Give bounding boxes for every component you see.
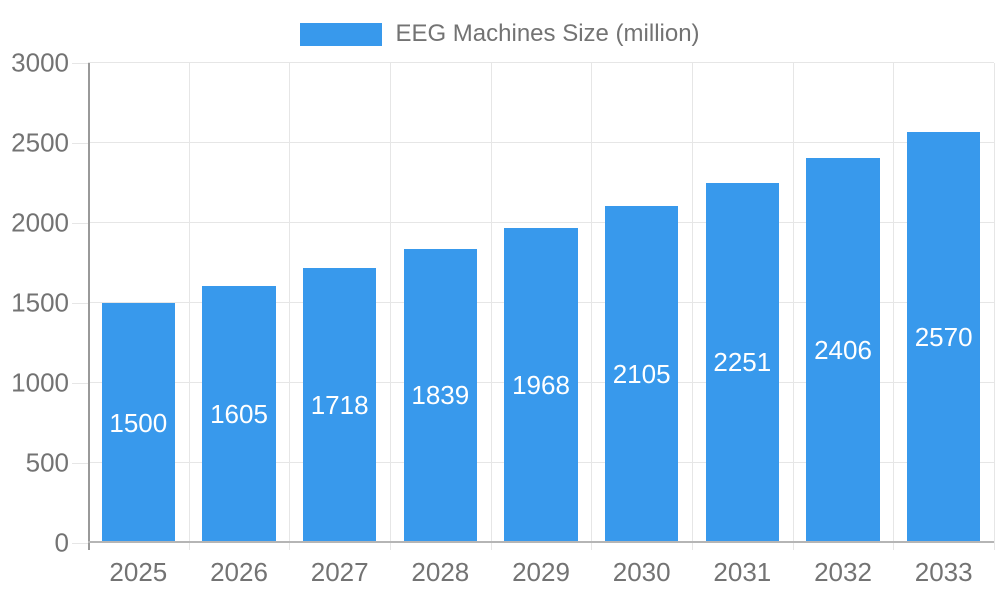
bar: 1839: [403, 248, 477, 543]
x-tick-label: 2032: [814, 557, 872, 587]
y-tick-label: 0: [54, 527, 69, 558]
bar: 2406: [806, 158, 880, 543]
gridline-h: [88, 62, 994, 63]
bar-value-label: 1839: [411, 380, 470, 411]
x-tick-label: 2028: [411, 557, 470, 587]
y-tick-mark: [72, 463, 88, 464]
plot-area: 0 500 1000 1500 2000 2500 3000 1500 2025 1605 2026…: [11, 48, 995, 587]
legend-label: EEG Machines Size (million): [395, 20, 700, 47]
bar: 1605: [202, 286, 276, 543]
y-tick-mark: [72, 222, 88, 224]
bar-value-label: 2251: [713, 347, 772, 378]
gridline-h: [88, 222, 994, 224]
y-tick-mark: [72, 142, 88, 144]
x-tick-label: 2033: [914, 557, 973, 587]
bar-value-label: 1500: [109, 407, 168, 438]
bar-value-label: 1718: [310, 390, 369, 421]
legend: EEG Machines Size (million): [0, 20, 1000, 48]
y-tick-label: 500: [25, 447, 69, 478]
bar-value-label: 1968: [512, 370, 570, 401]
gridline-v: [792, 63, 794, 550]
bar-value-label: 1605: [210, 399, 268, 430]
gridline-v: [691, 63, 693, 550]
y-tick-label: 1500: [11, 287, 69, 318]
y-tick-label: 3000: [11, 47, 69, 78]
legend-swatch: [300, 22, 383, 46]
x-tick-label: 2027: [310, 557, 369, 587]
gridline-h: [88, 541, 994, 543]
y-tick-label: 2000: [11, 207, 69, 238]
gridline-v: [188, 63, 190, 550]
bar: 2105: [605, 206, 679, 543]
gridline-h: [88, 142, 994, 143]
y-tick-label: 2500: [11, 127, 69, 158]
x-tick-label: 2030: [612, 557, 671, 587]
gridline-v: [893, 63, 895, 550]
bar-value-label: 2570: [914, 321, 973, 352]
bar: 1500: [101, 303, 175, 543]
x-tick-label: 2029: [512, 557, 570, 587]
y-tick-mark: [72, 543, 88, 544]
bar-value-label: 2406: [814, 335, 872, 366]
gridline-v: [994, 63, 995, 550]
x-tick-label: 2031: [713, 557, 772, 587]
gridline-v: [389, 63, 391, 550]
y-tick-label: 1000: [11, 367, 69, 398]
gridline-v: [289, 63, 291, 550]
gridline-v: [591, 63, 593, 550]
y-tick-mark: [72, 382, 88, 384]
bar: 1968: [504, 228, 578, 543]
x-tick-label: 2025: [109, 557, 168, 587]
gridline-v: [490, 63, 492, 550]
y-tick-mark: [72, 303, 88, 304]
bar: 1718: [303, 268, 377, 543]
x-tick-label: 2026: [210, 557, 268, 587]
bar: 2251: [705, 182, 779, 543]
y-axis-line: [88, 63, 90, 550]
bar: 2570: [907, 131, 981, 543]
bar-value-label: 2105: [612, 359, 671, 390]
y-tick-mark: [72, 63, 88, 64]
